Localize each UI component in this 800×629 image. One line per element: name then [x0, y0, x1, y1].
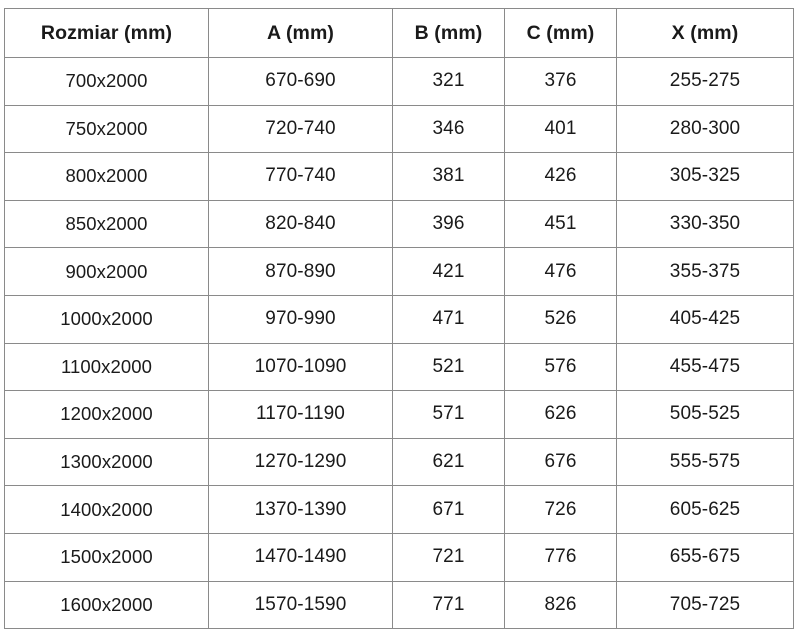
table-row: 1300x2000 1270-1290 621 676 555-575	[4, 437, 794, 487]
cell-b: 771	[392, 580, 505, 629]
cell-c: 626	[504, 390, 617, 439]
cell-x: 455-475	[616, 342, 794, 392]
cell-c: 776	[504, 532, 617, 582]
cell-x: 605-625	[616, 485, 794, 534]
cell-c: 526	[504, 294, 617, 344]
column-header-x: X (mm)	[616, 8, 794, 58]
table-row: 850x2000 820-840 396 451 330-350	[4, 199, 794, 249]
cell-b: 346	[392, 104, 505, 154]
cell-x: 555-575	[616, 437, 794, 487]
cell-b: 381	[392, 152, 505, 201]
cell-a: 770-740	[208, 152, 393, 201]
cell-x: 305-325	[616, 152, 794, 201]
dimensions-table: Rozmiar (mm) A (mm) B (mm) C (mm) X (mm)…	[4, 8, 794, 629]
cell-a: 870-890	[208, 247, 393, 296]
cell-b: 421	[392, 247, 505, 296]
cell-c: 726	[504, 485, 617, 534]
cell-c: 576	[504, 342, 617, 392]
table-row: 900x2000 870-890 421 476 355-375	[4, 247, 794, 296]
cell-c: 476	[504, 247, 617, 296]
cell-x: 655-675	[616, 532, 794, 582]
cell-size: 700x2000	[4, 57, 209, 106]
cell-b: 396	[392, 199, 505, 249]
cell-a: 670-690	[208, 57, 393, 106]
cell-a: 1370-1390	[208, 485, 393, 534]
table-row: 1600x2000 1570-1590 771 826 705-725	[4, 580, 794, 629]
cell-size: 1000x2000	[4, 294, 209, 344]
cell-a: 720-740	[208, 104, 393, 154]
cell-a: 1070-1090	[208, 342, 393, 392]
cell-b: 471	[392, 294, 505, 344]
cell-b: 621	[392, 437, 505, 487]
cell-x: 705-725	[616, 580, 794, 629]
table-row: 1500x2000 1470-1490 721 776 655-675	[4, 532, 794, 582]
cell-c: 676	[504, 437, 617, 487]
cell-c: 376	[504, 57, 617, 106]
table-row: 750x2000 720-740 346 401 280-300	[4, 104, 794, 154]
cell-size: 900x2000	[4, 247, 209, 296]
cell-size: 1300x2000	[4, 437, 209, 487]
table-header-row: Rozmiar (mm) A (mm) B (mm) C (mm) X (mm)	[4, 8, 794, 58]
cell-x: 255-275	[616, 57, 794, 106]
cell-a: 970-990	[208, 294, 393, 344]
cell-a: 1470-1490	[208, 532, 393, 582]
cell-x: 280-300	[616, 104, 794, 154]
column-header-b: B (mm)	[392, 8, 505, 58]
cell-size: 750x2000	[4, 104, 209, 154]
spec-table-container: Rozmiar (mm) A (mm) B (mm) C (mm) X (mm)…	[4, 8, 794, 629]
table-header: Rozmiar (mm) A (mm) B (mm) C (mm) X (mm)	[4, 8, 794, 58]
cell-b: 521	[392, 342, 505, 392]
cell-c: 401	[504, 104, 617, 154]
table-row: 1400x2000 1370-1390 671 726 605-625	[4, 485, 794, 534]
cell-size: 1500x2000	[4, 532, 209, 582]
cell-b: 671	[392, 485, 505, 534]
table-row: 800x2000 770-740 381 426 305-325	[4, 152, 794, 201]
cell-x: 505-525	[616, 390, 794, 439]
cell-a: 1570-1590	[208, 580, 393, 629]
table-row: 1200x2000 1170-1190 571 626 505-525	[4, 390, 794, 439]
table-row: 1000x2000 970-990 471 526 405-425	[4, 294, 794, 344]
cell-b: 721	[392, 532, 505, 582]
column-header-c: C (mm)	[504, 8, 617, 58]
cell-b: 321	[392, 57, 505, 106]
cell-size: 1600x2000	[4, 580, 209, 629]
table-row: 1100x2000 1070-1090 521 576 455-475	[4, 342, 794, 392]
cell-size: 1100x2000	[4, 342, 209, 392]
cell-a: 1170-1190	[208, 390, 393, 439]
cell-b: 571	[392, 390, 505, 439]
cell-size: 1400x2000	[4, 485, 209, 534]
cell-size: 1200x2000	[4, 390, 209, 439]
column-header-size: Rozmiar (mm)	[4, 8, 209, 58]
cell-a: 1270-1290	[208, 437, 393, 487]
table-body: 700x2000 670-690 321 376 255-275 750x2000 720-…	[4, 57, 794, 629]
cell-a: 820-840	[208, 199, 393, 249]
cell-size: 800x2000	[4, 152, 209, 201]
cell-c: 426	[504, 152, 617, 201]
cell-c: 451	[504, 199, 617, 249]
cell-x: 330-350	[616, 199, 794, 249]
column-header-a: A (mm)	[208, 8, 393, 58]
table-row: 700x2000 670-690 321 376 255-275	[4, 57, 794, 106]
cell-c: 826	[504, 580, 617, 629]
cell-size: 850x2000	[4, 199, 209, 249]
cell-x: 355-375	[616, 247, 794, 296]
cell-x: 405-425	[616, 294, 794, 344]
